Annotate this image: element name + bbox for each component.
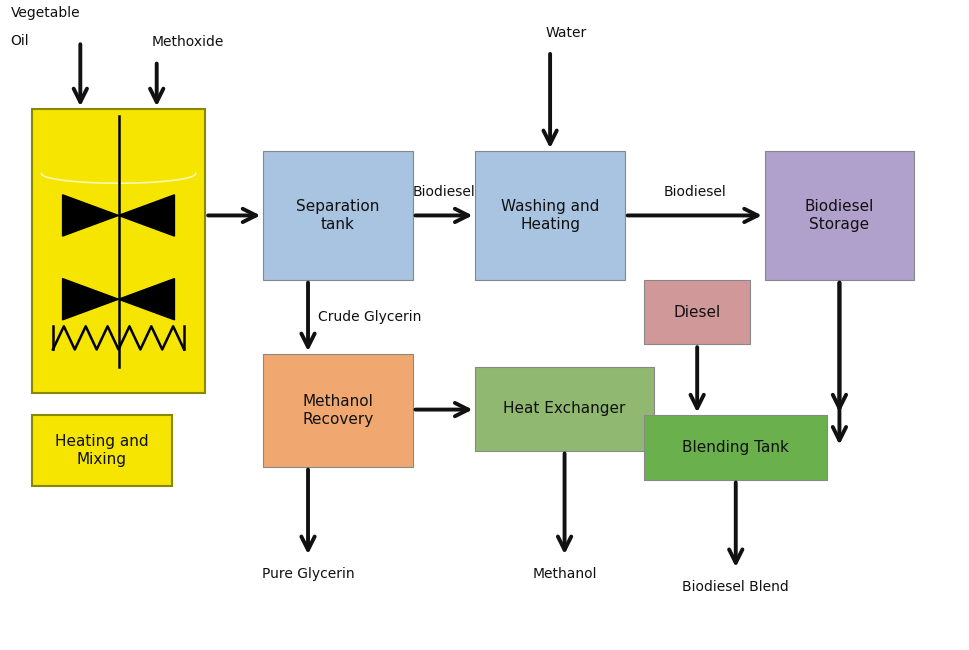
Text: Water: Water: [545, 26, 586, 40]
Text: Oil: Oil: [11, 34, 29, 47]
FancyBboxPatch shape: [475, 367, 653, 450]
FancyBboxPatch shape: [263, 354, 412, 467]
FancyBboxPatch shape: [32, 415, 172, 486]
Text: Crude Glycerin: Crude Glycerin: [317, 310, 421, 324]
Text: Washing and
Heating: Washing and Heating: [500, 200, 599, 231]
FancyBboxPatch shape: [643, 280, 749, 344]
FancyBboxPatch shape: [643, 415, 827, 480]
Text: Biodiesel: Biodiesel: [412, 185, 475, 200]
FancyBboxPatch shape: [764, 151, 913, 280]
Polygon shape: [63, 279, 118, 320]
Text: Vegetable: Vegetable: [11, 6, 80, 20]
Text: Pure Glycerin: Pure Glycerin: [262, 567, 354, 580]
Text: Methanol: Methanol: [532, 567, 596, 580]
Text: Methoxide: Methoxide: [152, 35, 224, 49]
Text: Diesel: Diesel: [672, 305, 720, 320]
FancyBboxPatch shape: [263, 151, 412, 280]
Polygon shape: [63, 195, 118, 236]
Text: Separation
tank: Separation tank: [296, 200, 379, 231]
Text: Heat Exchanger: Heat Exchanger: [503, 401, 625, 416]
Text: Biodiesel
Storage: Biodiesel Storage: [804, 200, 873, 231]
FancyBboxPatch shape: [475, 151, 624, 280]
Text: Biodiesel Blend: Biodiesel Blend: [681, 580, 789, 593]
FancyBboxPatch shape: [32, 109, 205, 393]
Text: Biodiesel: Biodiesel: [663, 185, 726, 200]
Polygon shape: [118, 195, 174, 236]
Text: Heating and
Mixing: Heating and Mixing: [55, 434, 148, 467]
Text: Methanol
Recovery: Methanol Recovery: [302, 394, 373, 426]
Text: Blending Tank: Blending Tank: [681, 440, 789, 455]
Polygon shape: [118, 279, 174, 320]
